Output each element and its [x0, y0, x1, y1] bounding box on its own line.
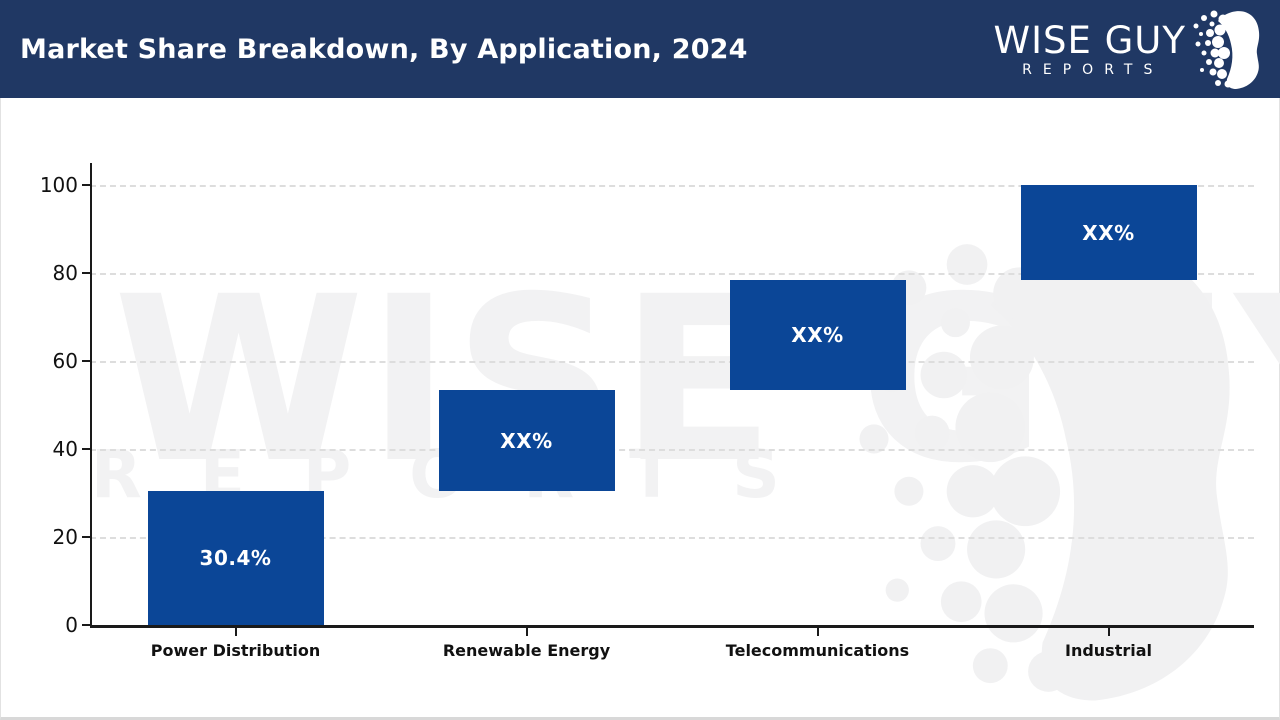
bar-value-label: XX% — [500, 428, 553, 453]
x-category-label: Power Distribution — [150, 641, 321, 660]
grid-line — [90, 273, 1254, 275]
bar-value-label: 30.4% — [199, 546, 272, 571]
y-tick-label: 40 — [52, 437, 78, 461]
y-axis-tick — [82, 448, 90, 450]
grid-line — [90, 361, 1254, 363]
grid-line — [90, 185, 1254, 187]
x-axis-tick — [816, 628, 819, 636]
bar-value-label: XX% — [1082, 220, 1135, 245]
page-title: Market Share Breakdown, By Application, … — [20, 33, 748, 65]
bar: 30.4% — [147, 491, 324, 625]
brand-subtitle: REPORTS — [1022, 61, 1164, 78]
bar: XX% — [438, 390, 615, 492]
x-axis-tick — [234, 628, 237, 636]
x-axis-tick — [1107, 628, 1110, 636]
brand-wordmark: WISE GUY REPORTS — [994, 22, 1186, 77]
bar: XX% — [1020, 185, 1197, 281]
x-category-label: Industrial — [1064, 641, 1153, 660]
y-tick-label: 20 — [52, 525, 78, 549]
bar: XX% — [729, 280, 906, 391]
y-tick-label: 100 — [39, 173, 78, 197]
x-category-label: Telecommunications — [725, 641, 910, 660]
y-tick-label: 60 — [52, 349, 78, 373]
y-tick-label: 0 — [65, 613, 78, 637]
y-axis-tick — [82, 272, 90, 274]
x-axis-line — [90, 625, 1254, 628]
y-axis-line — [90, 163, 92, 627]
x-axis-tick — [525, 628, 528, 636]
brand-logo: WISE GUY REPORTS — [994, 6, 1262, 92]
y-tick-label: 80 — [52, 261, 78, 285]
y-axis-tick — [82, 536, 90, 538]
wise-guy-head-icon — [1193, 10, 1260, 89]
brand-name: WISE GUY — [993, 18, 1186, 62]
y-axis-tick — [82, 360, 90, 362]
x-category-label: Renewable Energy — [442, 641, 611, 660]
y-axis-tick — [82, 624, 90, 626]
y-axis-tick — [82, 184, 90, 186]
grid-line — [90, 537, 1254, 539]
header-bar: Market Share Breakdown, By Application, … — [0, 0, 1280, 98]
grid-line — [90, 449, 1254, 451]
bar-value-label: XX% — [791, 323, 844, 348]
chart-area: WISE GUY REPORTS 02040608010030.4%Power … — [0, 98, 1280, 720]
